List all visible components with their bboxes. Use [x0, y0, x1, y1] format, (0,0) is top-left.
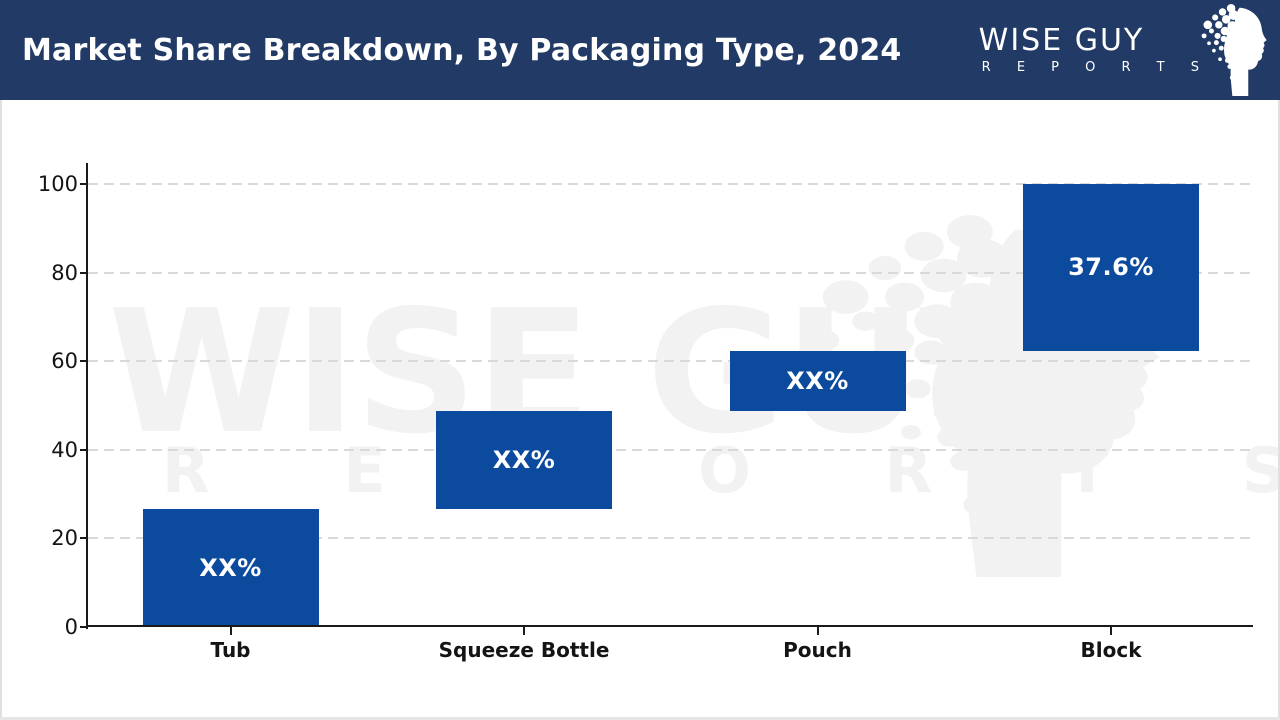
y-tick-label: 80 [51, 260, 78, 285]
brand-name: WISE GUY [978, 22, 1145, 58]
gridline [88, 537, 1253, 540]
y-tick-mark [80, 626, 88, 628]
brand-logo: WISE GUY R E P O R T S [979, 0, 1276, 100]
bar-value-label-block: 37.6% [1068, 253, 1154, 282]
y-tick-label: 100 [37, 172, 78, 196]
y-axis-line [86, 163, 88, 629]
x-tick-block [1110, 627, 1112, 635]
x-tick-tub [229, 627, 232, 635]
y-tick-mark [80, 448, 88, 451]
bar-squeeze-bottle: XX% [436, 410, 612, 510]
bar-pouch: XX% [729, 350, 906, 411]
y-tick-label: 20 [51, 526, 78, 551]
category-label-block: Block [1080, 638, 1142, 662]
y-tick-label: 60 [51, 349, 78, 374]
gridline [88, 271, 1253, 274]
y-tick-mark [80, 360, 88, 363]
y-tick-mark [80, 537, 88, 540]
gridline [88, 360, 1253, 363]
bottom-edge-strip [0, 717, 1280, 720]
y-tick-mark [80, 183, 88, 185]
category-label-tub: Tub [210, 638, 251, 662]
page-title: Market Share Breakdown, By Packaging Typ… [22, 32, 902, 68]
y-tick-label: 40 [51, 437, 78, 462]
category-label-pouch: Pouch [783, 638, 852, 662]
x-tick-pouch [816, 627, 819, 635]
gridline [88, 448, 1253, 451]
brand-subtitle: R E P O R T S [981, 59, 1210, 75]
bar-value-label-tub: XX% [199, 554, 262, 583]
category-label-squeeze-bottle: Squeeze Bottle [438, 638, 610, 662]
x-axis-line [86, 625, 1253, 627]
header-bar: Market Share Breakdown, By Packaging Typ… [0, 0, 1280, 100]
brand-logo-text: WISE GUY R E P O R T S [978, 22, 1210, 75]
bar-value-label-pouch: XX% [786, 366, 849, 395]
gridline [88, 183, 1253, 185]
bar-block: 37.6% [1023, 184, 1199, 351]
brand-head-icon [1201, 4, 1267, 96]
x-tick-squeeze-bottle [523, 627, 525, 635]
y-tick-mark [80, 271, 88, 274]
y-tick-label: 0 [64, 615, 78, 639]
bar-tub: XX% [142, 509, 319, 627]
bar-value-label-squeeze-bottle: XX% [492, 445, 556, 474]
